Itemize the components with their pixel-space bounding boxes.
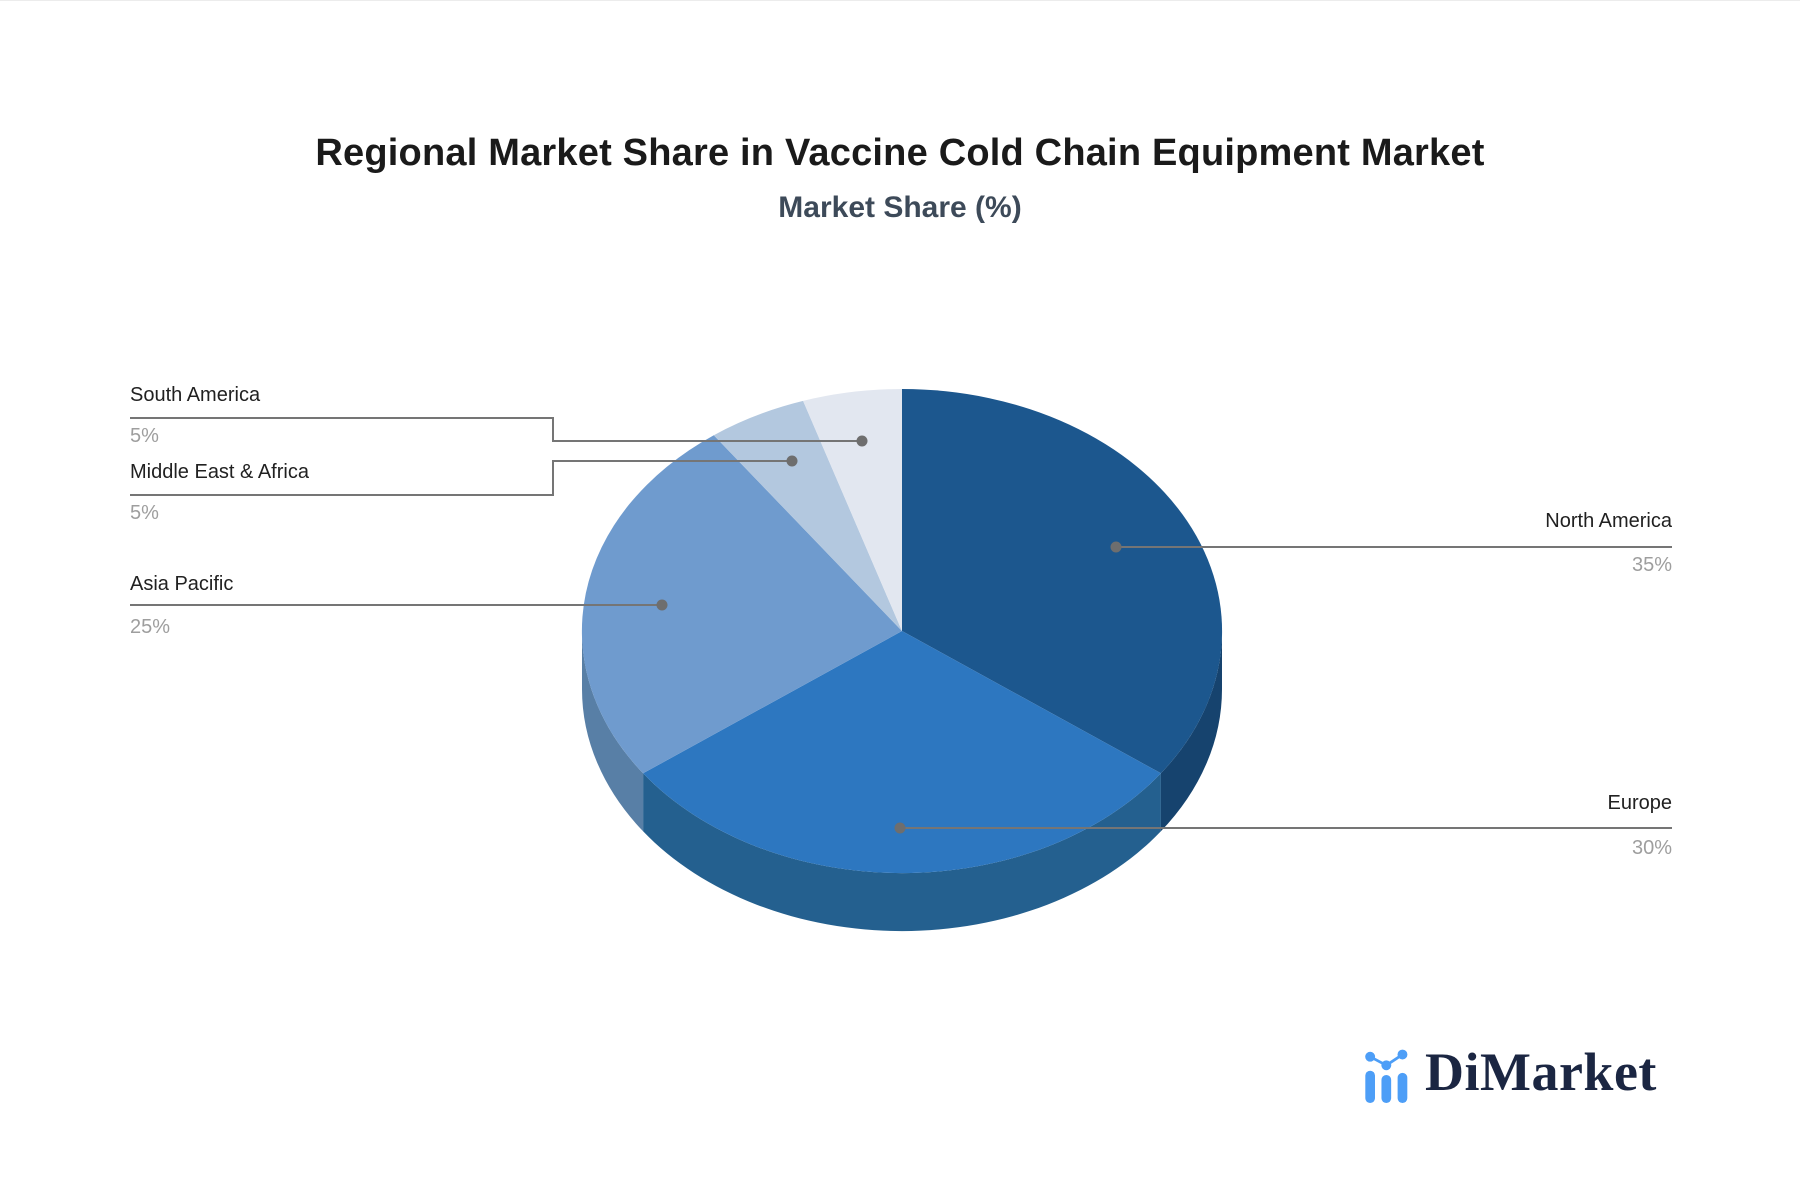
chart-subtitle: Market Share (%) <box>778 191 1022 224</box>
slice-label-asia-pacific: Asia Pacific <box>130 573 234 595</box>
brand-logo-text: DiMarket <box>1425 1042 1657 1102</box>
pie-slice-north-america[interactable] <box>902 389 1223 774</box>
pie-slice-middle-east-africa[interactable] <box>713 400 902 631</box>
pie-rim <box>582 631 1222 932</box>
bar-line-chart-icon <box>1365 1049 1408 1103</box>
leader-dot-middle-east-africa <box>786 455 798 467</box>
slice-label-europe: Europe <box>1607 792 1673 814</box>
slice-percent-europe: 30% <box>1631 837 1672 859</box>
leader-dot-south-america <box>856 435 868 447</box>
pie-rim-north-america <box>1160 631 1222 832</box>
leader-dots <box>656 435 1122 834</box>
pie-rim-europe <box>643 773 1161 932</box>
slice-label-south-america: South America <box>130 384 261 406</box>
slice-percent-south-america: 5% <box>130 425 159 447</box>
brand-logo: DiMarket <box>1363 1041 1683 1111</box>
slice-percent-asia-pacific: 25% <box>130 616 171 638</box>
leader-dot-europe <box>894 822 906 834</box>
slice-percent-middle-east-africa: 5% <box>130 502 159 524</box>
pie-slice-asia-pacific[interactable] <box>581 435 902 774</box>
leader-line-south-america <box>130 417 862 442</box>
pie-slices <box>581 389 1223 874</box>
leader-dot-asia-pacific <box>656 599 668 611</box>
pie-rim-asia-pacific <box>582 631 644 832</box>
pie-slice-europe[interactable] <box>643 631 1161 874</box>
slice-percent-north-america: 35% <box>1631 554 1672 576</box>
leader-lines <box>130 417 1672 829</box>
slice-label-middle-east-africa: Middle East & Africa <box>130 461 309 483</box>
chart-title: Regional Market Share in Vaccine Cold Ch… <box>315 132 1485 174</box>
leader-dot-north-america <box>1110 541 1122 553</box>
slice-label-north-america: North America <box>1545 510 1672 532</box>
pie-slice-south-america[interactable] <box>803 389 902 631</box>
leader-line-middle-east-africa <box>130 460 792 496</box>
